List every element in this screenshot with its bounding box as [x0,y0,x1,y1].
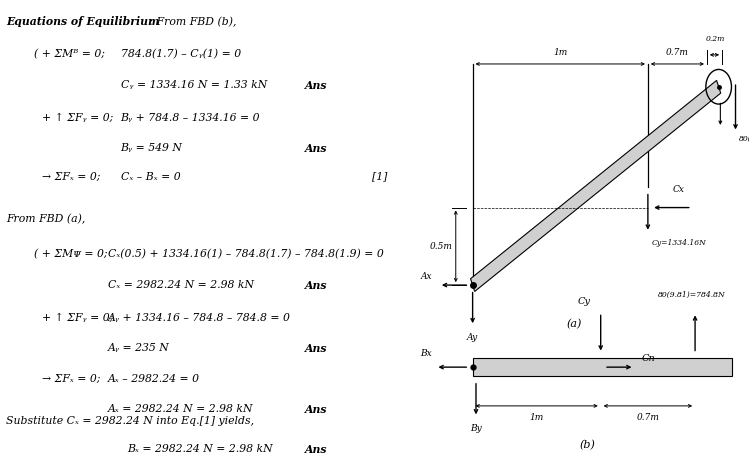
Text: : From FBD (b),: : From FBD (b), [146,16,237,27]
Text: Aₓ – 2982.24 = 0: Aₓ – 2982.24 = 0 [108,374,200,384]
Text: ( + ΣMᴮ = 0;: ( + ΣMᴮ = 0; [34,49,105,60]
Text: Cy: Cy [577,297,590,306]
Text: 80(9.81)=784.8N: 80(9.81)=784.8N [658,291,726,299]
Text: Ans: Ans [305,143,327,154]
Text: 80(9.81)=784.8N: 80(9.81)=784.8N [739,134,749,142]
Text: Aₓ = 2982.24 N = 2.98 kN: Aₓ = 2982.24 N = 2.98 kN [108,404,253,414]
Text: Ans: Ans [305,343,327,354]
Text: Substitute Cₓ = 2982.24 N into Eq.[1] yields,: Substitute Cₓ = 2982.24 N into Eq.[1] yi… [6,416,255,426]
Text: Bx: Bx [420,349,432,358]
Text: Cₓ = 2982.24 N = 2.98 kN: Cₓ = 2982.24 N = 2.98 kN [108,280,254,290]
Text: Cx: Cx [672,185,685,194]
Text: 0.7m: 0.7m [666,48,689,57]
Text: Bᵧ = 549 N: Bᵧ = 549 N [121,143,183,153]
Text: + ↑ ΣFᵧ = 0;: + ↑ ΣFᵧ = 0; [42,113,114,123]
Text: (a): (a) [566,319,581,329]
Text: → ΣFₓ = 0;: → ΣFₓ = 0; [42,374,100,384]
Text: 1m: 1m [530,413,544,422]
Text: Cy=1334.16N: Cy=1334.16N [651,240,706,248]
Text: Cₓ(0.5) + 1334.16(1) – 784.8(1.7) – 784.8(1.9) = 0: Cₓ(0.5) + 1334.16(1) – 784.8(1.7) – 784.… [108,249,383,259]
Text: Ay: Ay [467,333,479,342]
Text: Bᵧ + 784.8 – 1334.16 = 0: Bᵧ + 784.8 – 1334.16 = 0 [121,113,260,123]
Text: → ΣFₓ = 0;: → ΣFₓ = 0; [42,172,100,181]
Text: Bₓ = 2982.24 N = 2.98 kN: Bₓ = 2982.24 N = 2.98 kN [127,444,273,454]
Text: 1m: 1m [553,48,568,57]
Text: Cᵧ = 1334.16 N = 1.33 kN: Cᵧ = 1334.16 N = 1.33 kN [121,80,267,90]
Text: 0.2m: 0.2m [706,35,725,43]
Text: Ans: Ans [305,80,327,91]
Text: Aᵧ = 235 N: Aᵧ = 235 N [108,343,170,353]
Text: Cn: Cn [641,353,655,362]
Text: Ax: Ax [420,272,432,281]
Text: 784.8(1.7) – Cᵧ(1) = 0: 784.8(1.7) – Cᵧ(1) = 0 [121,49,240,60]
Text: Cₓ – Bₓ = 0: Cₓ – Bₓ = 0 [121,172,181,181]
Text: + ↑ ΣFᵧ = 0;: + ↑ ΣFᵧ = 0; [42,313,114,322]
Text: Ans: Ans [305,280,327,290]
Text: 0.5m: 0.5m [429,242,452,251]
Text: (b): (b) [579,439,595,450]
Text: [1]: [1] [372,172,388,181]
Text: From FBD (a),: From FBD (a), [6,214,85,224]
Text: 0.7m: 0.7m [637,413,659,422]
Text: Aᵧ + 1334.16 – 784.8 – 784.8 = 0: Aᵧ + 1334.16 – 784.8 – 784.8 = 0 [108,313,291,322]
Polygon shape [470,80,721,291]
Text: ( + ΣMᴪ = 0;: ( + ΣMᴪ = 0; [34,249,107,259]
Text: Ans: Ans [305,444,327,455]
Text: Ans: Ans [305,404,327,415]
Bar [473,358,733,376]
Text: By: By [470,424,482,433]
Text: Equations of Equilibrium: Equations of Equilibrium [6,16,160,27]
